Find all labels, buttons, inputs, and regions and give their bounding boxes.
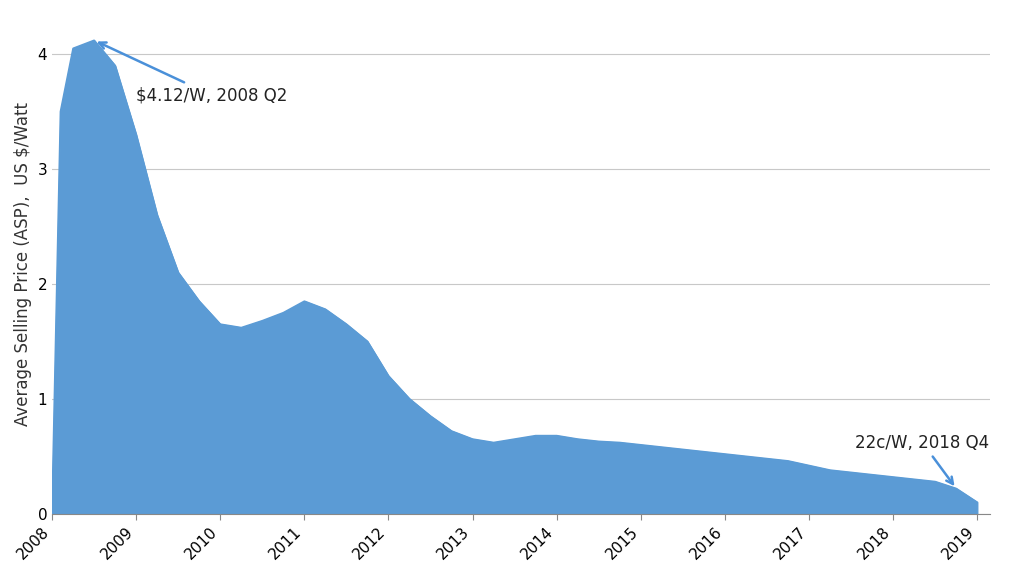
Text: 22c/W, 2018 Q4: 22c/W, 2018 Q4 [855,434,989,484]
Y-axis label: Average Selling Price (ASP),  US $/Watt: Average Selling Price (ASP), US $/Watt [14,102,32,426]
Text: $4.12/W, 2008 Q2: $4.12/W, 2008 Q2 [99,43,288,104]
